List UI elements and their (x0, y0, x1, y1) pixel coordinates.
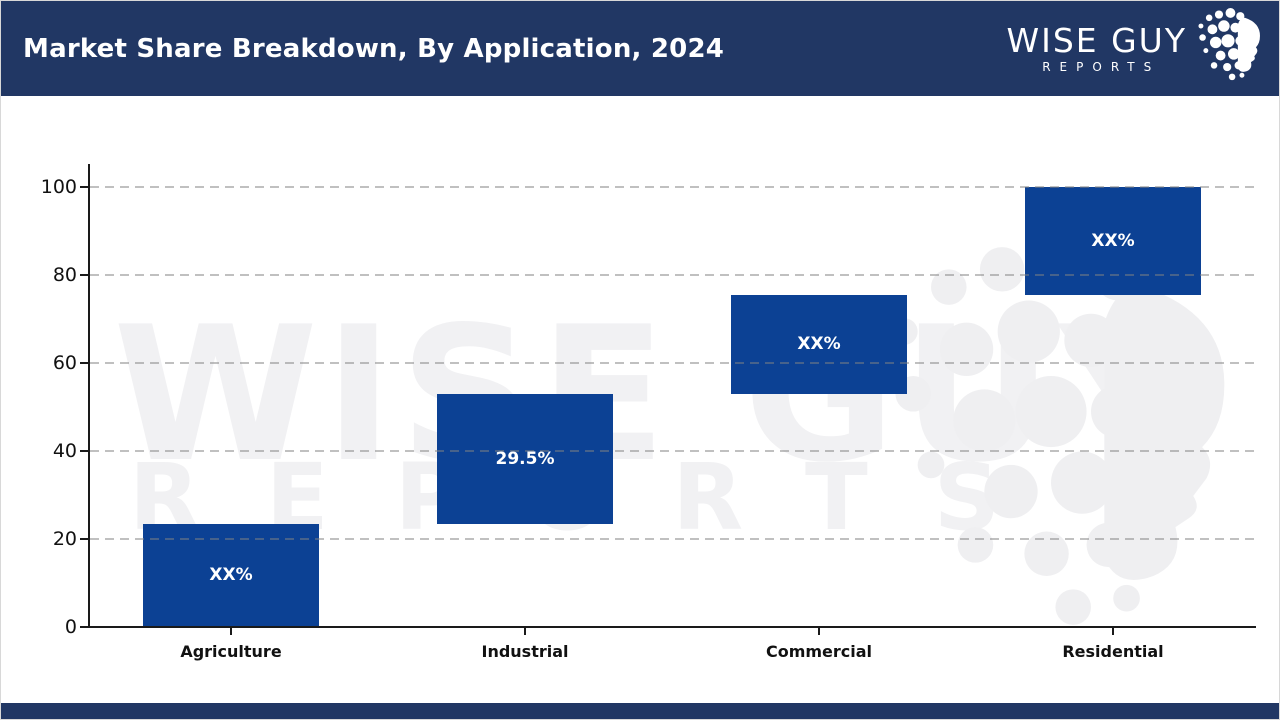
x-tick-label-agriculture: Agriculture (180, 642, 282, 661)
logo-text: WISE GUY REPORTS (1006, 24, 1187, 74)
logo-wordmark: WISE GUY (1006, 20, 1187, 60)
y-tick-label: 40 (52, 440, 77, 462)
y-tick-mark (80, 362, 88, 364)
gridline-80 (90, 274, 1256, 276)
x-axis-line (88, 626, 1256, 628)
x-tick-mark (1112, 628, 1114, 635)
y-tick-mark (80, 450, 88, 452)
y-tick-mark (80, 538, 88, 540)
y-tick-mark (80, 186, 88, 188)
y-tick-mark (80, 626, 88, 628)
bar-value-label: XX% (1091, 230, 1135, 251)
bar-value-label: XX% (209, 565, 253, 586)
y-tick-label: 80 (52, 264, 77, 286)
bar-industrial (437, 393, 613, 524)
page-title: Market Share Breakdown, By Application, … (23, 33, 725, 64)
y-axis-line (88, 164, 90, 628)
gridline-100 (90, 186, 1256, 188)
x-tick-mark (818, 628, 820, 635)
gridline-40 (90, 450, 1256, 452)
y-tick-label: 20 (52, 528, 77, 550)
x-tick-mark (524, 628, 526, 635)
y-tick-mark (80, 274, 88, 276)
x-tick-label-industrial: Industrial (481, 642, 569, 661)
x-tick-mark (230, 628, 232, 635)
header-bar: Market Share Breakdown, By Application, … (1, 1, 1279, 96)
bar-agriculture (143, 523, 319, 627)
logo-head-icon (1198, 7, 1260, 80)
footer-bar (1, 703, 1279, 719)
x-tick-label-commercial: Commercial (765, 642, 873, 661)
chart-area: WISE GUY REPORTS 020406080100XX%Agricult… (1, 96, 1279, 703)
x-tick-label-residential: Residential (1062, 642, 1164, 661)
bar-value-label: 29.5% (495, 448, 555, 469)
logo-subtitle: REPORTS (1042, 59, 1161, 74)
y-tick-label: 60 (52, 352, 77, 374)
watermark-wordmark: WISE GUY (113, 286, 1200, 503)
y-tick-label: 0 (64, 616, 77, 638)
bar-value-label: XX% (797, 334, 841, 355)
gridline-60 (90, 362, 1256, 364)
gridline-20 (90, 538, 1256, 540)
bar-commercial (731, 294, 907, 394)
logo: WISE GUY REPORTS (1006, 7, 1279, 90)
y-tick-label: 100 (40, 176, 77, 198)
